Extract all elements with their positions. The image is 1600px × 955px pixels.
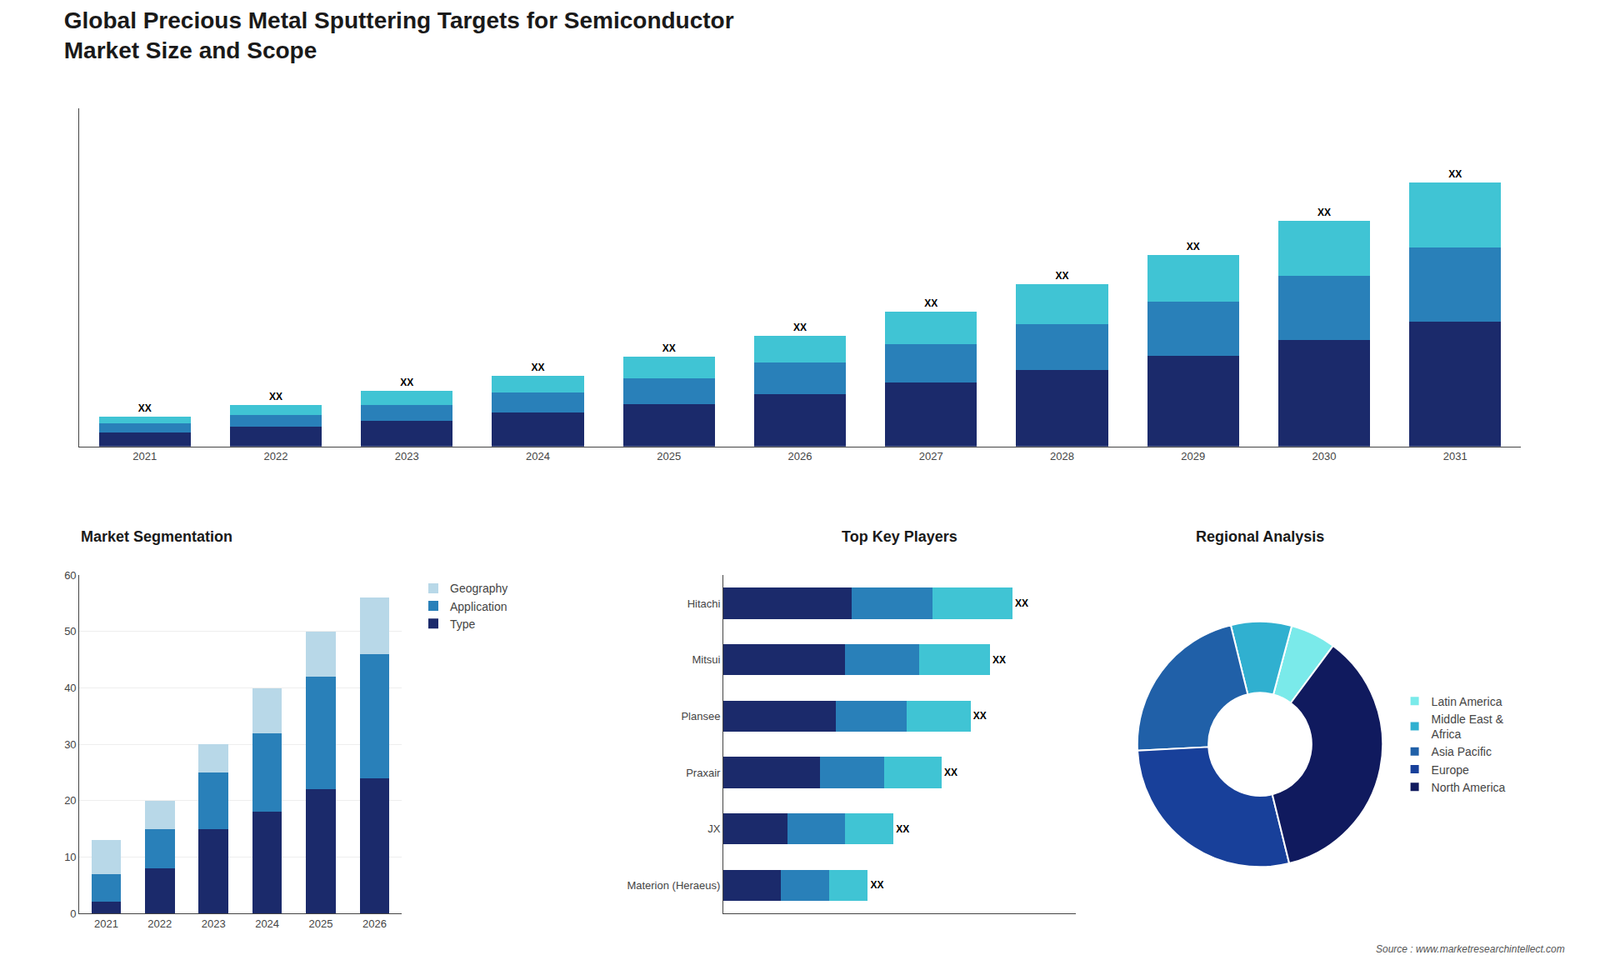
svg-text:XX: XX [870,879,884,891]
svg-text:Market Segmentation: Market Segmentation [80,528,233,545]
svg-text:40: 40 [64,681,76,695]
svg-text:2023: 2023 [395,450,420,463]
svg-text:XX: XX [1186,240,1200,253]
svg-text:Latin America: Latin America [1431,695,1503,709]
svg-text:60: 60 [64,569,76,582]
svg-text:Hitachi: Hitachi [687,597,721,610]
svg-text:XX: XX [1055,270,1069,282]
svg-text:2022: 2022 [264,450,289,463]
svg-text:XX: XX [269,390,283,403]
svg-text:2026: 2026 [788,450,813,463]
svg-text:XX: XX [138,402,152,415]
svg-text:XX: XX [1015,597,1029,610]
svg-text:XX: XX [924,297,938,310]
svg-text:2028: 2028 [1050,450,1075,463]
svg-text:2024: 2024 [255,917,280,930]
svg-text:2026: 2026 [362,917,387,930]
svg-text:North America: North America [1431,780,1506,795]
svg-text:Materion (Heraeus): Materion (Heraeus) [626,879,720,892]
svg-text:XX: XX [793,321,807,334]
svg-text:XX: XX [1448,168,1462,180]
svg-text:XX: XX [1317,206,1331,219]
svg-text:XX: XX [531,361,545,374]
svg-text:Geography: Geography [450,581,508,595]
svg-text:Top Key Players: Top Key Players [841,528,958,545]
svg-text:2021: 2021 [132,450,157,463]
svg-text:10: 10 [64,850,76,864]
svg-text:Plansee: Plansee [680,710,720,723]
svg-text:2023: 2023 [201,917,226,930]
svg-text:XX: XX [662,342,676,355]
svg-text:XX: XX [973,710,987,722]
svg-text:Global Precious Metal Sputteri: Global Precious Metal Sputtering Targets… [64,7,735,64]
svg-text:2022: 2022 [147,917,172,930]
svg-text:30: 30 [64,738,76,751]
svg-text:Application: Application [450,600,508,614]
svg-text:Praxair: Praxair [685,766,721,780]
svg-text:2027: 2027 [919,450,944,463]
svg-text:2025: 2025 [309,917,334,930]
svg-text:0: 0 [70,907,76,920]
svg-text:Regional Analysis: Regional Analysis [1195,528,1325,545]
svg-text:2024: 2024 [525,450,550,463]
svg-text:20: 20 [64,794,76,807]
svg-text:2029: 2029 [1180,450,1205,463]
svg-text:XX: XX [895,823,910,835]
svg-text:Europe: Europe [1431,763,1470,777]
svg-text:50: 50 [64,625,76,638]
svg-text:Asia Pacific: Asia Pacific [1431,745,1492,759]
svg-text:Middle East &Africa: Middle East &Africa [1431,712,1505,741]
svg-text:JX: JX [707,822,721,835]
svg-text:XX: XX [992,654,1006,666]
svg-text:2021: 2021 [94,917,119,930]
svg-text:2031: 2031 [1443,450,1468,463]
svg-text:XX: XX [944,766,958,779]
svg-text:Mitsui: Mitsui [691,653,720,666]
svg-text:XX: XX [400,376,414,389]
svg-text:2025: 2025 [656,450,681,463]
svg-text:2030: 2030 [1311,450,1336,463]
svg-text:Type: Type [450,617,476,631]
svg-text:Source : www.marketresearchint: Source : www.marketresearchintellect.com [1375,943,1565,955]
